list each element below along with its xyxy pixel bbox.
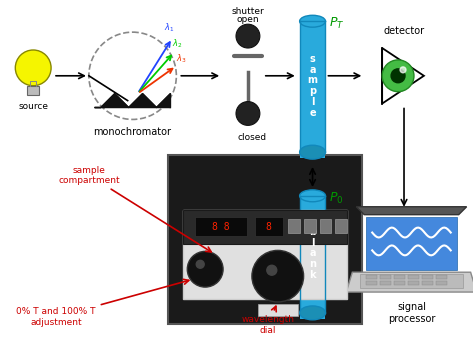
- Ellipse shape: [300, 306, 326, 320]
- Bar: [366, 217, 457, 270]
- Bar: [366, 275, 377, 279]
- Text: source: source: [18, 102, 48, 111]
- Ellipse shape: [300, 15, 326, 27]
- Text: b
l
a
n
k: b l a n k: [309, 227, 316, 280]
- Text: open: open: [237, 15, 259, 24]
- Text: 8 8: 8 8: [212, 222, 230, 231]
- Bar: [300, 21, 326, 158]
- Bar: [436, 275, 447, 279]
- Text: $\lambda_3$: $\lambda_3$: [176, 53, 187, 65]
- Text: shutter: shutter: [232, 7, 264, 16]
- Bar: [255, 217, 283, 237]
- Circle shape: [187, 251, 223, 287]
- Text: 0% T and 100% T
adjustment: 0% T and 100% T adjustment: [16, 279, 189, 327]
- Text: $P_0$: $P_0$: [329, 191, 344, 206]
- Polygon shape: [95, 94, 170, 108]
- Bar: [183, 210, 347, 299]
- Ellipse shape: [300, 145, 326, 159]
- Circle shape: [267, 265, 277, 275]
- Bar: [408, 275, 419, 279]
- Bar: [394, 281, 405, 285]
- Text: detector: detector: [383, 26, 425, 36]
- Bar: [300, 196, 326, 319]
- Bar: [394, 275, 405, 279]
- Text: closed: closed: [237, 133, 266, 142]
- Circle shape: [236, 24, 260, 48]
- Bar: [366, 281, 377, 285]
- Bar: [336, 219, 347, 232]
- Polygon shape: [356, 207, 466, 215]
- Circle shape: [15, 50, 51, 86]
- Text: 8: 8: [266, 222, 272, 231]
- Text: monochromator: monochromator: [94, 127, 172, 137]
- Bar: [183, 210, 347, 244]
- Bar: [422, 281, 433, 285]
- Bar: [195, 217, 247, 237]
- Bar: [27, 86, 39, 95]
- Text: $P_T$: $P_T$: [329, 16, 345, 31]
- Bar: [408, 281, 419, 285]
- Bar: [422, 275, 433, 279]
- Polygon shape: [346, 272, 474, 292]
- Text: $\lambda_1$: $\lambda_1$: [164, 21, 175, 34]
- Ellipse shape: [300, 190, 326, 202]
- Text: s
a
m
p
l
e: s a m p l e: [308, 54, 318, 118]
- Bar: [319, 219, 331, 232]
- Circle shape: [236, 102, 260, 125]
- Circle shape: [391, 69, 405, 83]
- Circle shape: [196, 260, 204, 268]
- Bar: [168, 155, 362, 324]
- Circle shape: [252, 250, 304, 302]
- Bar: [360, 274, 463, 288]
- Bar: [288, 219, 300, 232]
- Bar: [380, 281, 391, 285]
- Circle shape: [382, 60, 414, 92]
- Text: wavelength
dial: wavelength dial: [241, 306, 294, 335]
- Bar: [380, 275, 391, 279]
- Circle shape: [400, 67, 406, 73]
- Text: $\lambda_2$: $\lambda_2$: [173, 37, 183, 49]
- Bar: [258, 304, 298, 316]
- Bar: [304, 219, 316, 232]
- Text: sample
compartment: sample compartment: [58, 166, 211, 252]
- Text: signal
processor: signal processor: [388, 302, 435, 324]
- Bar: [436, 281, 447, 285]
